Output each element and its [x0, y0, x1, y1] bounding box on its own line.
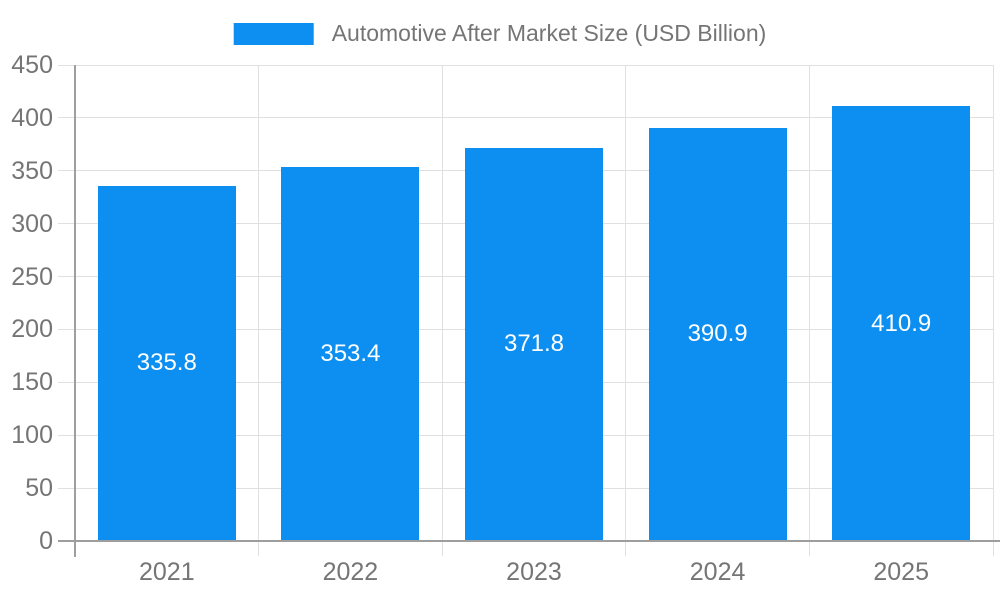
y-axis-tick: [58, 381, 75, 383]
bar-value-label: 335.8: [136, 349, 197, 377]
bar-value-label: 410.9: [871, 309, 932, 337]
y-gridline: [75, 64, 993, 66]
y-tick-label: 300: [11, 209, 53, 238]
bar[interactable]: [281, 167, 420, 541]
y-axis-tick: [58, 276, 75, 278]
y-tick-label: 200: [11, 315, 53, 344]
y-axis-tick: [58, 64, 75, 66]
legend[interactable]: Automotive After Market Size (USD Billio…: [233, 20, 767, 47]
x-axis-tick: [441, 541, 443, 556]
x-gridline: [992, 65, 994, 541]
y-axis-tick: [58, 487, 75, 489]
y-axis-tick: [58, 328, 75, 330]
bar-value-label: 390.9: [687, 320, 748, 348]
y-axis-line: [74, 65, 76, 557]
bar-value-label: 371.8: [503, 330, 565, 358]
y-axis-tick: [58, 223, 75, 225]
y-tick-label: 0: [39, 527, 53, 555]
x-tick-label: 2022: [322, 558, 379, 586]
y-tick-label: 150: [11, 368, 53, 397]
x-gridline: [258, 65, 260, 541]
x-gridline: [808, 65, 810, 541]
bar[interactable]: [648, 127, 787, 541]
bar[interactable]: [832, 106, 971, 541]
bar-value-label: 353.4: [320, 340, 381, 368]
y-tick-label: 350: [11, 156, 53, 185]
x-gridline: [625, 65, 627, 541]
x-axis-tick: [992, 541, 994, 556]
y-tick-label: 100: [11, 421, 53, 450]
x-tick-label: 2021: [138, 558, 195, 586]
y-axis-tick: [58, 434, 75, 436]
y-tick-label: 250: [11, 262, 53, 291]
x-axis-tick: [808, 541, 810, 556]
x-axis-tick: [258, 541, 260, 556]
x-tick-label: 2024: [689, 558, 746, 586]
x-tick-label: 2025: [873, 558, 929, 586]
bar[interactable]: [465, 147, 603, 541]
x-axis-line: [58, 540, 1000, 542]
legend-swatch: [233, 22, 314, 45]
y-tick-label: 50: [25, 474, 53, 503]
legend-label: Automotive After Market Size (USD Billio…: [331, 20, 767, 46]
bar[interactable]: [97, 185, 236, 541]
x-gridline: [441, 65, 443, 541]
y-axis-tick: [58, 117, 75, 119]
y-gridline: [75, 117, 993, 119]
x-tick-label: 2023: [506, 558, 562, 586]
y-tick-label: 400: [11, 103, 53, 132]
x-axis-tick: [625, 541, 627, 556]
y-axis-tick: [58, 170, 75, 172]
y-tick-label: 450: [11, 51, 53, 79]
